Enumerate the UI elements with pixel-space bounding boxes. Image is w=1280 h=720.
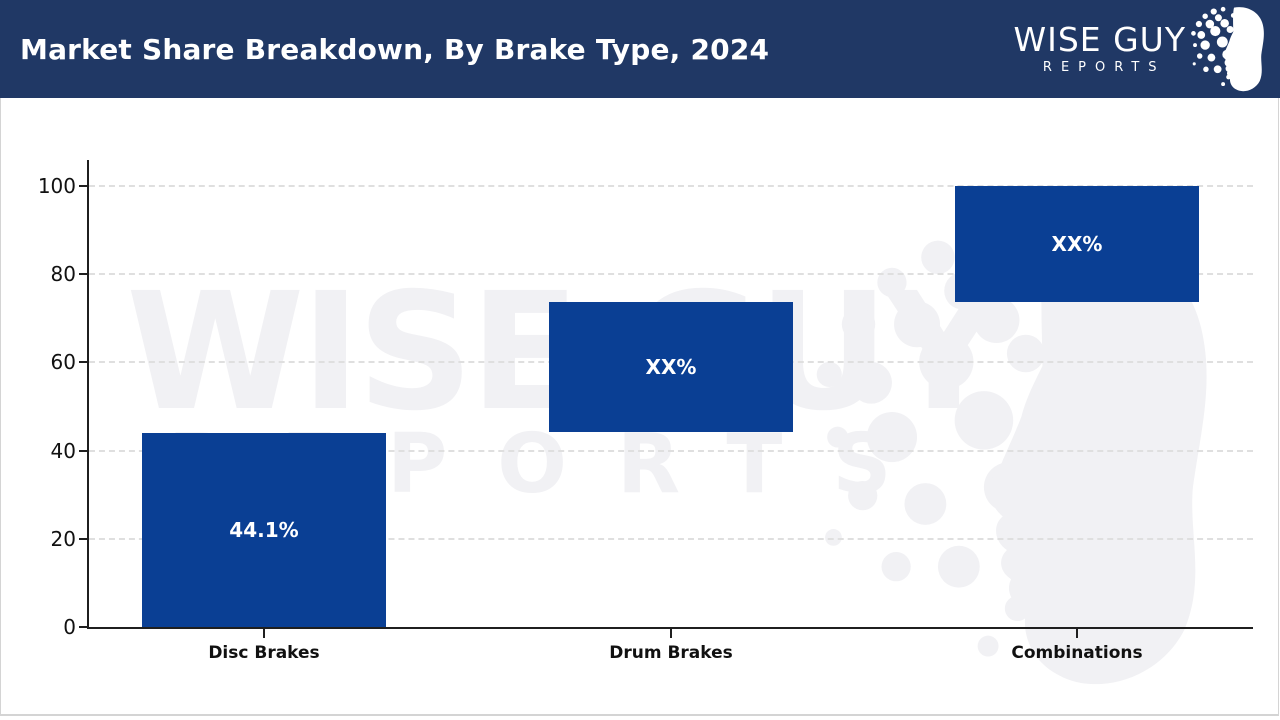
x-tick-combinations <box>1076 629 1078 638</box>
gridline-20 <box>89 537 1253 540</box>
y-tick-label-60: 60 <box>50 350 76 375</box>
x-tick-disc-brakes <box>263 629 265 638</box>
logo-wordmark: WISE GUY <box>1013 20 1186 59</box>
y-tick-80 <box>79 273 88 276</box>
gridline-100 <box>89 185 1253 187</box>
x-category-label-drum-brakes: Drum Brakes <box>609 643 733 663</box>
y-tick-60 <box>79 361 88 364</box>
logo-subtitle: REPORTS <box>1042 60 1166 75</box>
bar-value-label-drum-brakes: XX% <box>645 354 697 379</box>
bar-disc-brakes: 44.1% <box>142 432 386 627</box>
y-tick-label-40: 40 <box>50 438 76 463</box>
bar-drum-brakes: XX% <box>549 301 793 432</box>
gridline-40 <box>89 449 1253 452</box>
y-tick-label-80: 80 <box>50 262 76 287</box>
x-axis-line <box>87 627 1253 629</box>
y-tick-100 <box>79 185 88 187</box>
bar-value-label-combinations: XX% <box>1051 231 1103 256</box>
y-axis-line <box>87 160 89 629</box>
y-tick-label-20: 20 <box>50 526 76 551</box>
y-tick-40 <box>79 449 88 452</box>
logo-text: WISE GUY REPORTS <box>1013 23 1186 75</box>
wise-guy-reports-logo: WISE GUY REPORTS <box>1013 6 1280 92</box>
gridline-80 <box>89 273 1253 276</box>
bar-combinations: XX% <box>955 186 1199 302</box>
plot-area: 0 20 40 60 80 100 44.1% Disc Brakes XX% Drum Brak… <box>0 98 1280 716</box>
x-category-label-disc-brakes: Disc Brakes <box>208 643 320 663</box>
y-tick-20 <box>79 537 88 540</box>
logo-face-icon <box>1191 6 1264 92</box>
x-category-label-combinations: Combinations <box>1011 643 1143 663</box>
header-bar: Market Share Breakdown, By Brake Type, 2… <box>0 0 1280 98</box>
x-tick-drum-brakes <box>670 629 672 638</box>
y-tick-label-100: 100 <box>37 174 76 198</box>
y-tick-0 <box>79 626 88 628</box>
chart-title: Market Share Breakdown, By Brake Type, 2… <box>20 32 770 66</box>
y-tick-label-0: 0 <box>63 615 76 639</box>
bar-value-label-disc-brakes: 44.1% <box>229 517 299 542</box>
